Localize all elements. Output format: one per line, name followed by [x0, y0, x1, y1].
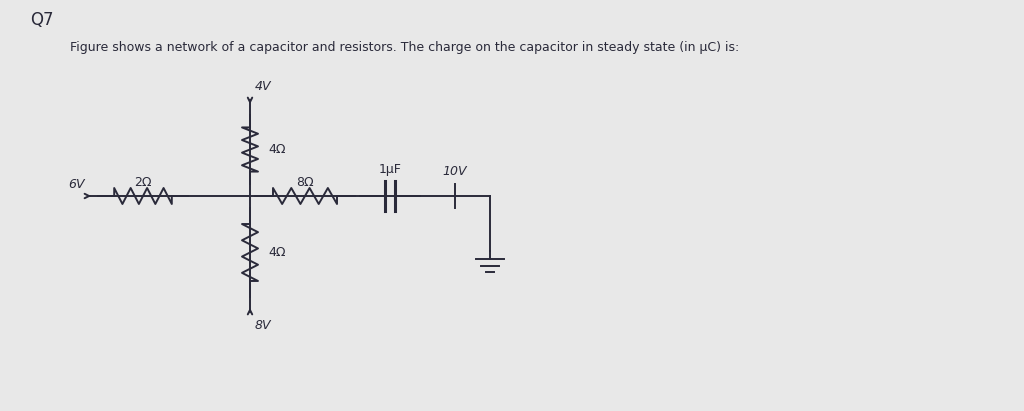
Text: 1μF: 1μF — [379, 163, 401, 176]
Text: 8Ω: 8Ω — [296, 175, 313, 189]
Text: 4Ω: 4Ω — [268, 246, 286, 259]
Text: Q7: Q7 — [30, 11, 53, 29]
Text: 8V: 8V — [255, 319, 271, 332]
Text: Figure shows a network of a capacitor and resistors. The charge on the capacitor: Figure shows a network of a capacitor an… — [70, 41, 739, 54]
Text: 4Ω: 4Ω — [268, 143, 286, 156]
Text: 10V: 10V — [442, 165, 467, 178]
Text: 6V: 6V — [69, 178, 85, 191]
Text: 2Ω: 2Ω — [134, 175, 152, 189]
Text: 4V: 4V — [255, 80, 271, 93]
